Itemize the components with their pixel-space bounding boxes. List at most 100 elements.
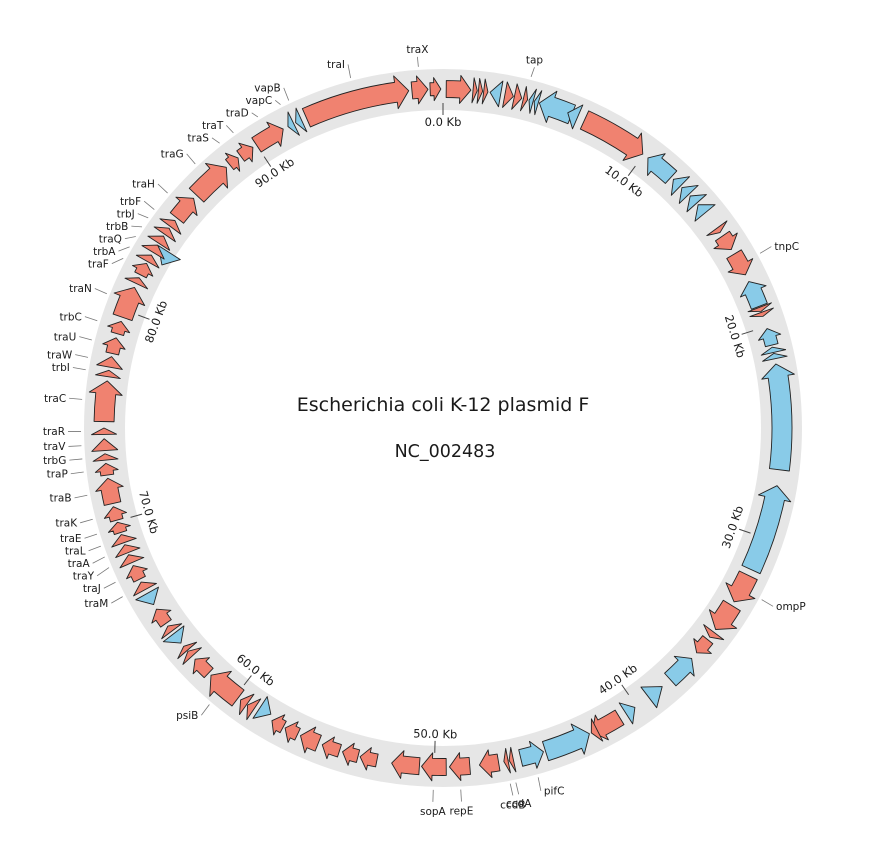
- gene-arrow-traG: [188, 163, 229, 203]
- label-leader-line: [80, 518, 93, 524]
- gene-arrow-vapC: [287, 111, 300, 136]
- gene-arrow-traP: [94, 462, 119, 477]
- gene-arrow: [760, 346, 787, 356]
- gene-arrow: [542, 723, 590, 762]
- gene-label-traE: traE: [60, 533, 82, 545]
- gene-arrow: [239, 693, 255, 716]
- gene-label-traD: traD: [226, 108, 249, 120]
- gene-label-tap: tap: [526, 54, 544, 66]
- gene-arrow: [678, 185, 699, 204]
- label-leader-line: [118, 246, 130, 252]
- gene-arrow: [747, 302, 772, 313]
- label-leader-line: [96, 567, 110, 577]
- gene-arrow-pifC: [518, 740, 544, 769]
- gene-arrow-traS: [224, 152, 241, 172]
- axis-tick: [130, 513, 143, 518]
- gene-arrow: [321, 736, 342, 760]
- axis-tick: [739, 528, 751, 534]
- gene-arrow: [124, 277, 149, 290]
- label-leader-line: [111, 258, 124, 265]
- gene-feature-layer: [88, 75, 795, 782]
- gene-arrow-traB: [95, 477, 124, 506]
- gene-arrow-traT: [236, 142, 254, 163]
- label-leader-line: [417, 56, 419, 67]
- axis-tick: [621, 684, 630, 696]
- gene-arrow: [708, 599, 741, 630]
- gene-arrow: [590, 718, 604, 742]
- gene-arrow: [758, 328, 782, 348]
- gene-arrow-repE: [448, 752, 471, 781]
- gene-arrow: [246, 698, 262, 721]
- label-leader-line: [68, 445, 82, 447]
- label-leader-line: [111, 596, 123, 604]
- gene-arrow: [300, 726, 322, 754]
- axis-tick: [138, 314, 150, 320]
- gene-arrow: [476, 77, 484, 104]
- gene-label-trbB: trbB: [106, 221, 128, 233]
- gene-arrow-traX: [410, 75, 429, 105]
- gene-arrow-ompP: [725, 570, 758, 603]
- gene-arrow: [706, 220, 728, 237]
- gene-arrow: [579, 110, 644, 161]
- gene-label-traB: traB: [49, 493, 71, 505]
- gene-arrow: [478, 749, 501, 779]
- gene-arrow-traQ: [141, 244, 165, 260]
- gene-label-trbI: trbI: [52, 362, 70, 374]
- gene-label-tnpC: tnpC: [774, 241, 799, 253]
- label-leader-line: [274, 100, 281, 105]
- label-leader-line: [75, 354, 89, 358]
- gene-label-vapB: vapB: [254, 83, 281, 95]
- gene-arrow: [567, 104, 584, 130]
- label-leader-line: [79, 336, 92, 341]
- gene-arrow-traA: [115, 544, 141, 558]
- gene-arrow-tnpC: [726, 249, 754, 276]
- gene-arrow: [694, 204, 716, 222]
- gene-arrow: [342, 742, 361, 766]
- gene-label-ccdA: ccdA: [506, 798, 532, 810]
- gene-arrow-tap: [519, 86, 529, 112]
- gene-label-traN: traN: [69, 283, 92, 295]
- gene-label-trbJ: trbJ: [117, 208, 135, 220]
- gene-arrow-traM: [133, 581, 157, 597]
- axis-tick: [263, 156, 272, 167]
- gene-label-trbC: trbC: [59, 311, 81, 323]
- gene-arrow: [703, 624, 725, 641]
- gene-arrow: [471, 77, 478, 104]
- gene-arrow-trbG: [92, 453, 119, 462]
- gene-label-traC: traC: [44, 393, 66, 405]
- gene-arrow: [647, 153, 678, 184]
- gene-arrow: [762, 353, 788, 362]
- label-leader-line: [131, 225, 143, 228]
- gene-label-traR: traR: [43, 426, 65, 438]
- label-leader-line: [84, 316, 98, 322]
- label-leader-line: [509, 783, 514, 796]
- label-leader-line: [157, 183, 168, 194]
- gene-arrow: [741, 485, 792, 575]
- gene-arrow: [489, 80, 504, 108]
- gene-label-sopA: sopA: [420, 806, 447, 818]
- gene-arrow: [151, 608, 172, 628]
- label-leader-line: [537, 777, 542, 791]
- gene-arrow: [161, 623, 183, 640]
- label-leader-line: [186, 153, 196, 165]
- gene-arrow: [135, 586, 159, 606]
- gene-arrow: [511, 83, 523, 110]
- gene-arrow-traY: [119, 554, 145, 569]
- gene-arrow: [162, 625, 185, 644]
- gene-arrow: [749, 307, 774, 317]
- gene-label-traU: traU: [54, 331, 77, 343]
- gene-label-traS: traS: [187, 133, 209, 145]
- gene-label-traJ: traJ: [83, 583, 101, 595]
- gene-arrow: [686, 194, 707, 213]
- gene-arrow-traR: [91, 427, 118, 436]
- label-leader-line: [211, 137, 220, 144]
- gene-arrow-trbI: [95, 369, 121, 380]
- gene-arrow: [670, 176, 690, 196]
- label-leader-line: [460, 789, 462, 802]
- label-leader-line: [251, 112, 259, 118]
- gene-label-trbG: trbG: [43, 455, 66, 467]
- gene-arrow-traV: [91, 438, 119, 452]
- label-leader-line: [88, 545, 101, 552]
